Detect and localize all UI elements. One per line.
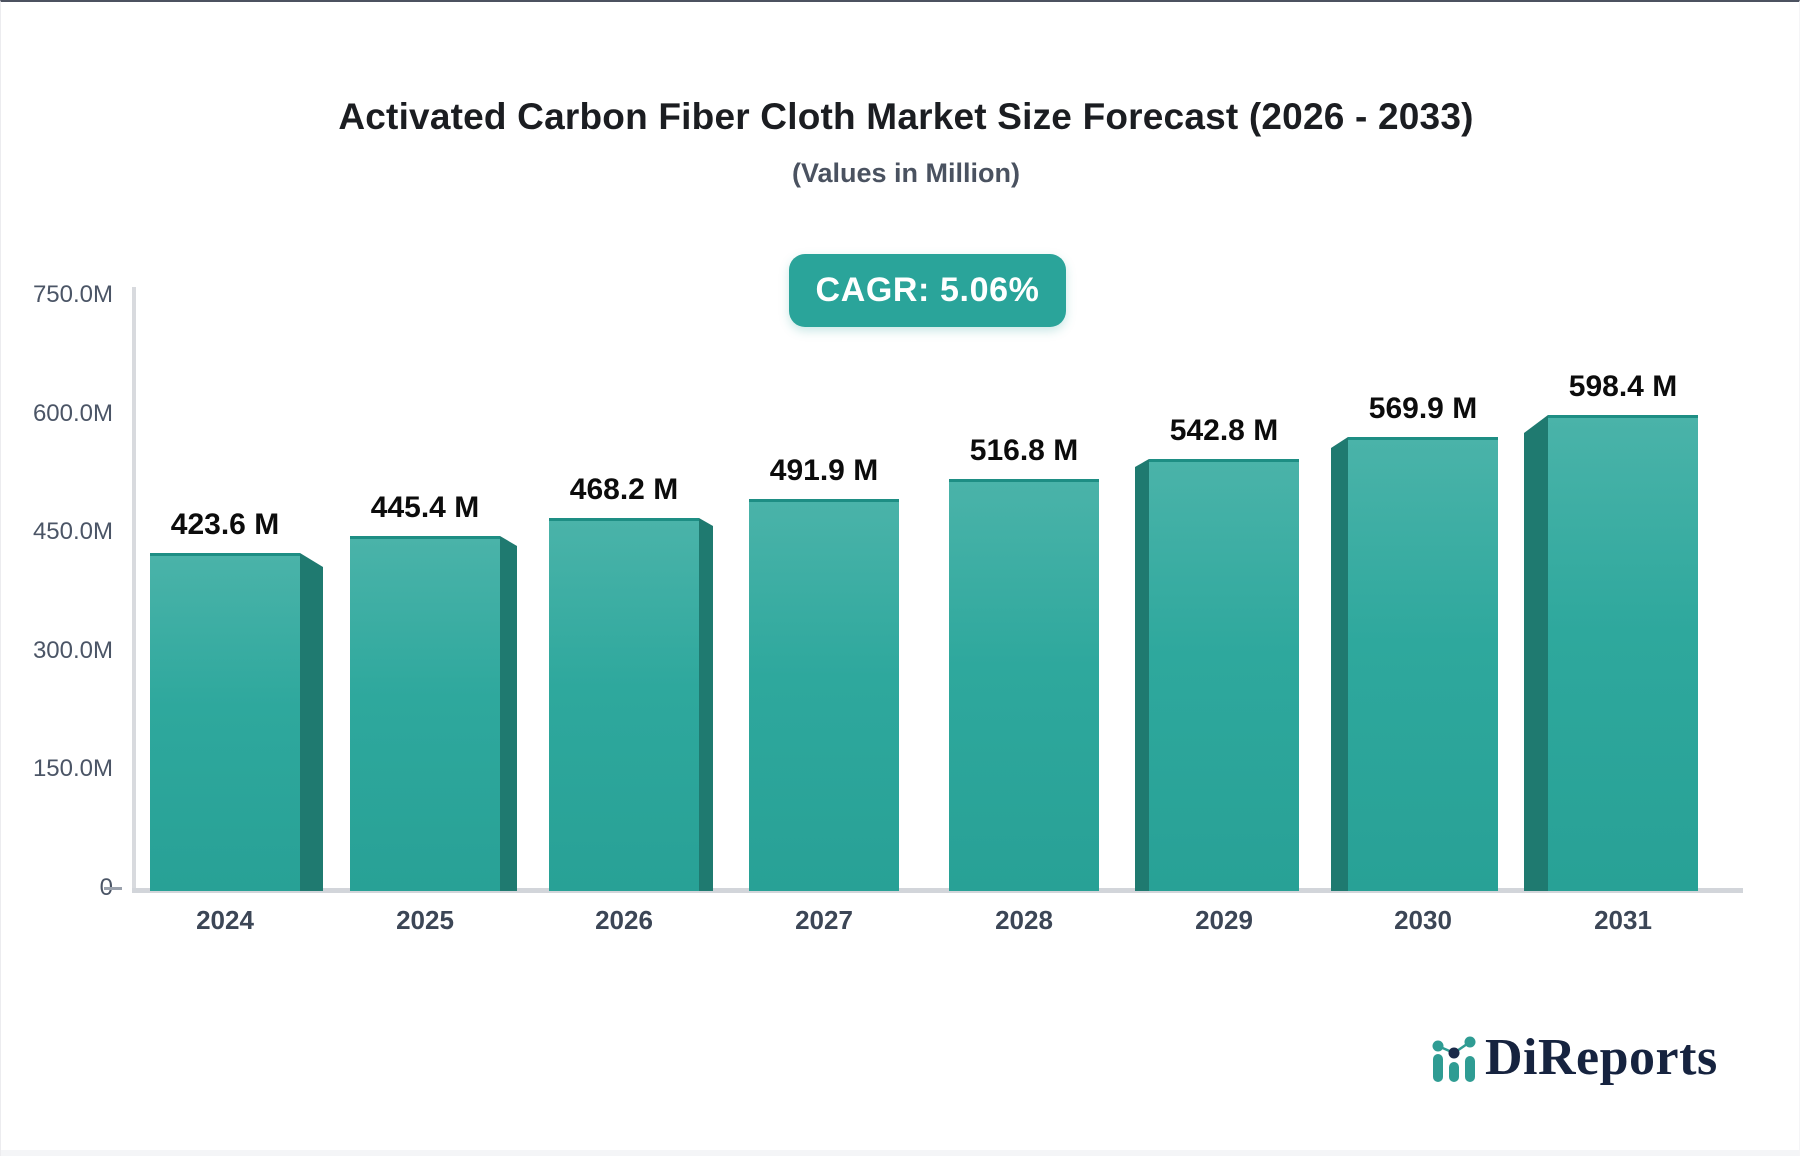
- chart-subtitle: (Values in Million): [791, 158, 1021, 188]
- bar-2030[interactable]: [1348, 437, 1498, 891]
- bar-side-3d: [1135, 459, 1149, 891]
- bar-side-3d: [1524, 415, 1548, 891]
- bar-2025[interactable]: [350, 536, 500, 891]
- bar-value-label: 542.8 M: [1169, 414, 1279, 447]
- y-axis-label: 0: [1, 873, 113, 903]
- direports-logo[interactable]: DiReports: [1431, 1032, 1718, 1088]
- y-axis-label: 600.0M: [32, 400, 113, 427]
- x-axis-label-2029: 2029: [1195, 905, 1253, 935]
- bar-2029[interactable]: [1149, 459, 1299, 891]
- bar-value-label: 468.2 M: [569, 473, 679, 506]
- bar-2027[interactable]: [749, 499, 899, 891]
- bottom-edge-strip: [1, 1150, 1799, 1156]
- cagr-badge: CAGR: 5.06%: [789, 254, 1066, 327]
- bar-side-3d: [1331, 437, 1348, 891]
- bar-2028[interactable]: [949, 479, 1099, 891]
- bar-value-label: 491.9 M: [769, 454, 879, 487]
- y-axis-line: [132, 287, 136, 890]
- bar-2026[interactable]: [549, 518, 699, 891]
- bar-value-label: 445.4 M: [370, 491, 480, 524]
- chart-title: Activated Carbon Fiber Cloth Market Size…: [338, 96, 1474, 137]
- y-axis-tick: [104, 887, 122, 890]
- x-axis-label-2030: 2030: [1394, 905, 1452, 935]
- x-axis-label-2027: 2027: [795, 905, 853, 935]
- y-axis-label: 150.0M: [32, 755, 113, 782]
- x-axis-label-2024: 2024: [196, 905, 254, 935]
- x-axis-label-2026: 2026: [595, 905, 653, 935]
- x-axis-label-2031: 2031: [1594, 905, 1652, 935]
- bar-value-label: 569.9 M: [1368, 392, 1478, 425]
- x-axis-label-2028: 2028: [995, 905, 1053, 935]
- bar-chart-logo-icon: [1432, 1036, 1476, 1082]
- bar-value-label: 423.6 M: [170, 508, 280, 541]
- logo-text: DiReports: [1485, 1029, 1718, 1086]
- bar-value-label: 598.4 M: [1568, 370, 1678, 403]
- x-axis-line: [132, 888, 1743, 893]
- x-axis-label-2025: 2025: [396, 905, 454, 935]
- y-axis-label: 300.0M: [32, 637, 113, 664]
- chart-header: Activated Carbon Fiber Cloth Market Size…: [1, 96, 1799, 189]
- y-axis-label: 450.0M: [32, 518, 113, 545]
- bar-value-label: 516.8 M: [969, 434, 1079, 467]
- bar-side-3d: [500, 536, 517, 891]
- y-axis-label: 750.0M: [32, 281, 113, 308]
- bar-2024[interactable]: [150, 553, 300, 891]
- bar-side-3d: [699, 518, 713, 891]
- bar-side-3d: [300, 553, 323, 891]
- bar-2031[interactable]: [1548, 415, 1698, 891]
